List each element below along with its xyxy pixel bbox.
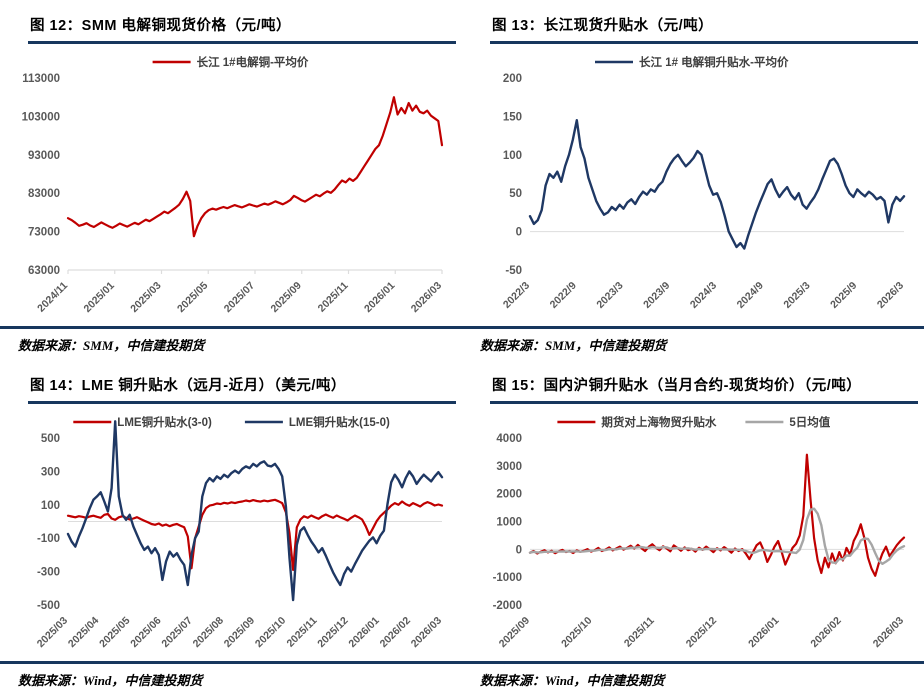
x-tick-label: 2025/12: [684, 615, 719, 650]
fig-15-svg: 4000 3000 2000 1000 0 -1000 -2000 2025/09 2025/1…: [493, 415, 907, 650]
x-tick-label: 2025/07: [159, 615, 194, 650]
x-tick-label: 2025/12: [315, 615, 350, 650]
figure-14-title: 图 14：LME 铜升贴水（远月-近月）（美元/吨）: [28, 370, 456, 404]
x-tick-label: 2023/9: [641, 280, 672, 311]
y-tick-label: 100: [503, 150, 522, 162]
y-tick-label: 103000: [22, 111, 60, 123]
x-tick-label: 2024/9: [735, 280, 766, 311]
fig-12-svg: 113000 103000 93000 83000 73000 63000 2024/11 2…: [22, 55, 445, 315]
y-tick-label: 63000: [28, 265, 60, 277]
legend-label-0: 长江 1#电解铜-平均价: [197, 55, 309, 69]
figure-14-source: 数据来源：Wind，中信建投期货: [18, 673, 203, 688]
x-tick-label: 2025/9: [828, 280, 859, 311]
y-tick-label: 1000: [496, 517, 522, 529]
x-tick-label: 2025/09: [269, 280, 304, 315]
y-tick-label: 83000: [28, 188, 60, 200]
figure-15: 图 15：国内沪铜升贴水（当月合约-现货均价）（元/吨） 4000 3000 200…: [462, 360, 924, 695]
x-tick-label: 2026/01: [346, 615, 381, 650]
figure-15-title: 图 15：国内沪铜升贴水（当月合约-现货均价）（元/吨）: [490, 370, 918, 404]
y-tick-label: -50: [505, 265, 522, 277]
x-tick-label: 2026/01: [746, 615, 781, 650]
y-tick-label: 500: [41, 433, 60, 445]
x-tick-label: 2025/10: [253, 615, 288, 650]
legend-label-0: LME铜升贴水(3-0): [117, 415, 212, 429]
x-tick-label: 2026/3: [875, 280, 906, 311]
figure-12-rule: [0, 326, 462, 329]
legend-label-0: 长江 1# 电解铜升贴水-平均价: [639, 55, 789, 69]
y-tick-label: -2000: [493, 600, 522, 612]
x-tick-label: 2025/11: [316, 280, 351, 315]
y-tick-label: 73000: [28, 227, 60, 239]
y-tick-label: 100: [41, 500, 60, 512]
y-tick-label: -500: [37, 600, 60, 612]
y-tick-label: 300: [41, 466, 60, 478]
x-tick-label: 2025/05: [97, 615, 132, 650]
y-tick-label: 93000: [28, 150, 60, 162]
figure-13-source: 数据来源：SMM，中信建投期货: [480, 338, 667, 353]
figure-13-title: 图 13：长江现货升贴水（元/吨）: [490, 10, 918, 44]
figure-12: 图 12：SMM 电解铜现货价格（元/吨） 113000 103000 93000 8…: [0, 0, 462, 360]
x-tick-label: 2026/03: [409, 280, 444, 315]
x-tick-label: 2026/03: [409, 615, 444, 650]
series-line-1: [528, 507, 906, 566]
x-tick-label: 2023/3: [594, 280, 625, 311]
x-tick-label: 2026/02: [378, 615, 413, 650]
x-tick-label: 2022/9: [548, 280, 579, 311]
y-tick-label: 0: [516, 544, 522, 556]
x-tick-label: 2026/03: [871, 615, 906, 650]
x-tick-label: 2025/09: [497, 615, 532, 650]
y-tick-label: 3000: [496, 461, 522, 473]
figure-14-rule: [0, 661, 462, 664]
series-line-0: [528, 453, 906, 577]
y-tick-label: 200: [503, 73, 522, 85]
y-tick-label: -1000: [493, 572, 522, 584]
x-tick-label: 2025/11: [622, 615, 657, 650]
x-tick-label: 2026/01: [362, 280, 397, 315]
figure-13: 图 13：长江现货升贴水（元/吨） 200 150 100 50 0 -50 2022/3 2…: [462, 0, 924, 360]
y-tick-label: -300: [37, 567, 60, 579]
fig-13-svg: 200 150 100 50 0 -50 2022/3 2022/9 2023/3 2023/9 2…: [501, 55, 906, 311]
x-tick-label: 2024/3: [688, 280, 719, 311]
x-tick-label: 2026/02: [808, 615, 843, 650]
figure-13-rule: [462, 326, 924, 329]
figure-12-title: 图 12：SMM 电解铜现货价格（元/吨）: [28, 10, 456, 44]
figure-13-chart: 200 150 100 50 0 -50 2022/3 2022/9 2023/3 2023/9 2…: [470, 46, 916, 326]
fig-14-svg: 500300100-100-300-5002025/032025/042025/…: [35, 415, 444, 650]
x-tick-label: 2025/03: [35, 615, 70, 650]
y-tick-label: 113000: [22, 73, 60, 85]
legend-label-0: 期货对上海物贸升贴水: [601, 415, 716, 429]
x-tick-label: 2022/3: [501, 280, 532, 311]
figure-14: 图 14：LME 铜升贴水（远月-近月）（美元/吨） 500 300 100 -100…: [0, 360, 462, 695]
y-tick-label: 150: [503, 111, 522, 123]
figure-12-source: 数据来源：SMM，中信建投期货: [18, 338, 205, 353]
figure-14-chart: 500 300 100 -100 -300 -500 2025/03 2025/04 2025/…: [8, 406, 454, 661]
x-tick-label: 2025/10: [559, 615, 594, 650]
series-line-1: [66, 420, 444, 602]
x-tick-label: 2024/11: [35, 280, 70, 315]
y-tick-label: 2000: [496, 489, 522, 501]
legend-label-1: LME铜升贴水(15-0): [289, 415, 390, 429]
figure-15-rule: [462, 661, 924, 664]
y-tick-label: 4000: [496, 433, 522, 445]
x-tick-label: 2025/04: [66, 615, 101, 650]
legend-label-1: 5日均值: [789, 415, 830, 429]
figure-15-chart: 4000 3000 2000 1000 0 -1000 -2000 2025/09 2025/1…: [470, 406, 916, 661]
y-tick-label: -100: [37, 533, 60, 545]
x-tick-label: 2025/3: [781, 280, 812, 311]
figure-12-chart: 113000 103000 93000 83000 73000 63000 2024/11 2…: [8, 46, 454, 326]
x-tick-label: 2025/05: [175, 280, 210, 315]
x-tick-label: 2025/03: [128, 280, 163, 315]
x-tick-label: 2025/06: [128, 615, 163, 650]
figure-15-source: 数据来源：Wind，中信建投期货: [480, 673, 665, 688]
x-tick-label: 2025/09: [222, 615, 257, 650]
y-tick-label: 0: [516, 227, 522, 239]
x-tick-label: 2025/01: [82, 280, 117, 315]
y-tick-label: 50: [509, 188, 522, 200]
x-tick-label: 2025/11: [285, 615, 320, 650]
x-tick-label: 2025/07: [222, 280, 257, 315]
series-line-0: [528, 118, 906, 250]
series-line-0: [66, 96, 444, 238]
x-tick-label: 2025/08: [191, 615, 226, 650]
